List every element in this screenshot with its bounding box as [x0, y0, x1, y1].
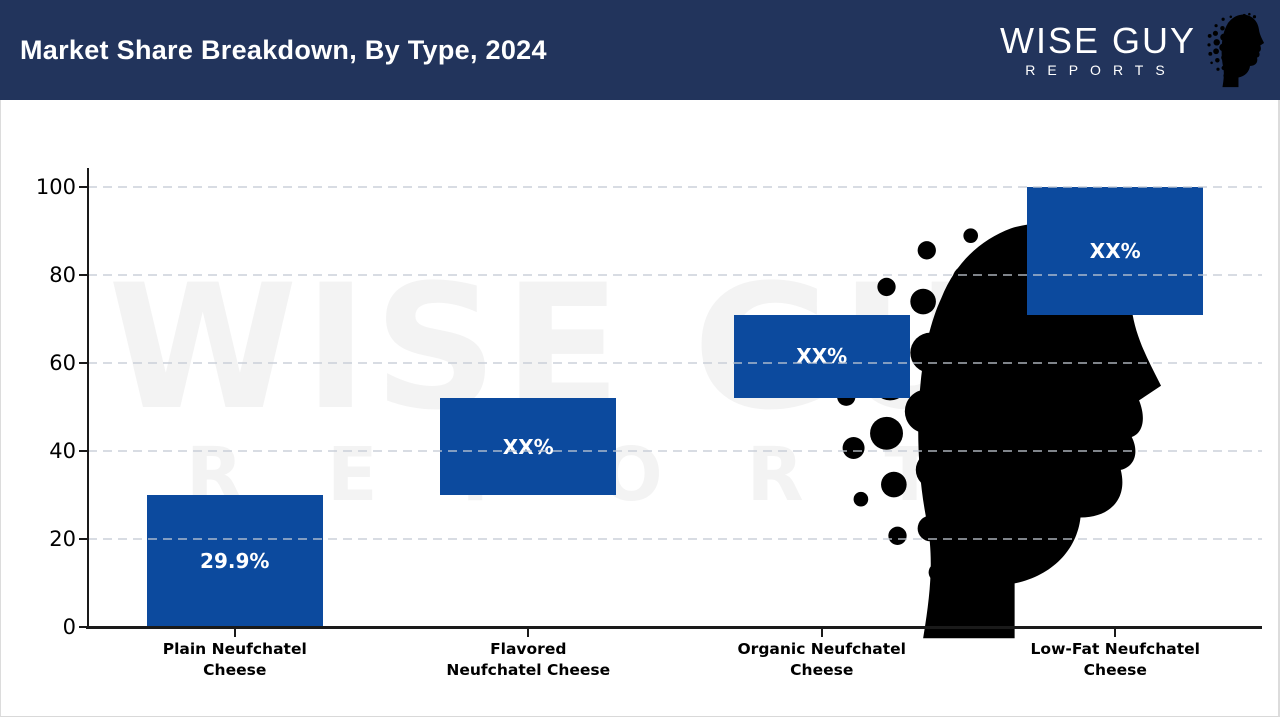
- bar-value-label-organic-neufchatel-cheese: XX%: [796, 344, 848, 369]
- y-axis-tick-60: [79, 362, 87, 364]
- x-tick-label-line: Flavored: [490, 640, 567, 658]
- x-tick-label-line: Cheese: [1083, 661, 1147, 679]
- bar-value-label-plain-neufchatel-cheese: 29.9%: [200, 549, 270, 574]
- y-axis-tick-40: [79, 450, 87, 452]
- y-tick-label-40: 40: [49, 438, 76, 463]
- logo-text: WISE GUY REPORTS: [999, 20, 1196, 78]
- gridline-100: [88, 186, 1262, 188]
- y-tick-label-100: 100: [35, 174, 76, 199]
- gridline-80: [88, 274, 1262, 276]
- gridline-40: [88, 450, 1262, 452]
- x-axis-tick-low-fat-neufchatel-cheese: [1114, 629, 1117, 637]
- x-tick-label-organic-neufchatel-cheese: Organic Neufchatel Cheese: [702, 639, 942, 681]
- bar-value-label-low-fat-neufchatel-cheese: XX%: [1089, 238, 1141, 263]
- logo-subtitle: REPORTS: [1025, 62, 1177, 78]
- x-tick-label-flavored-neufchatel-cheese: Flavored Neufchatel Cheese: [408, 639, 648, 681]
- x-tick-label-line: Cheese: [203, 661, 267, 679]
- bar-value-label-flavored-neufchatel-cheese: XX%: [502, 434, 554, 459]
- x-tick-label-low-fat-neufchatel-cheese: Low-Fat Neufchatel Cheese: [995, 639, 1235, 681]
- wiseguy-logo: WISE GUY REPORTS: [1000, 9, 1266, 91]
- y-axis-tick-80: [79, 274, 87, 276]
- y-axis-tick-100: [79, 186, 87, 188]
- bar-low-fat-neufchatel-cheese: XX%: [1027, 187, 1204, 315]
- gridline-20: [88, 538, 1262, 540]
- x-axis-line: [86, 626, 1262, 629]
- header-bar: Market Share Breakdown, By Type, 2024 WI…: [0, 0, 1280, 100]
- x-tick-label-line: Neufchatel Cheese: [446, 661, 611, 679]
- x-tick-label-line: Organic Neufchatel: [737, 640, 907, 658]
- x-tick-label-line: Cheese: [790, 661, 854, 679]
- x-axis-tick-flavored-neufchatel-cheese: [527, 629, 530, 637]
- x-tick-label-line: Low-Fat Neufchatel: [1030, 640, 1200, 658]
- x-tick-label-plain-neufchatel-cheese: Plain Neufchatel Cheese: [115, 639, 355, 681]
- wiseguy-face-icon: [1202, 9, 1266, 91]
- y-tick-label-20: 20: [49, 526, 76, 551]
- page-title: Market Share Breakdown, By Type, 2024: [20, 34, 547, 65]
- x-axis-tick-organic-neufchatel-cheese: [820, 629, 823, 637]
- bar-organic-neufchatel-cheese: XX%: [733, 314, 910, 399]
- y-axis-line: [87, 168, 89, 628]
- bar-plain-neufchatel-cheese: 29.9%: [146, 495, 323, 627]
- gridline-60: [88, 362, 1262, 364]
- logo-wordmark: WISE GUY: [999, 20, 1196, 61]
- bar-flavored-neufchatel-cheese: XX%: [440, 398, 617, 496]
- y-axis-tick-0: [79, 626, 87, 628]
- y-tick-label-80: 80: [49, 262, 76, 287]
- y-axis-tick-20: [79, 538, 87, 540]
- x-axis-tick-plain-neufchatel-cheese: [233, 629, 236, 637]
- y-tick-label-60: 60: [49, 350, 76, 375]
- y-tick-label-0: 0: [62, 614, 76, 639]
- x-tick-label-line: Plain Neufchatel: [162, 640, 307, 658]
